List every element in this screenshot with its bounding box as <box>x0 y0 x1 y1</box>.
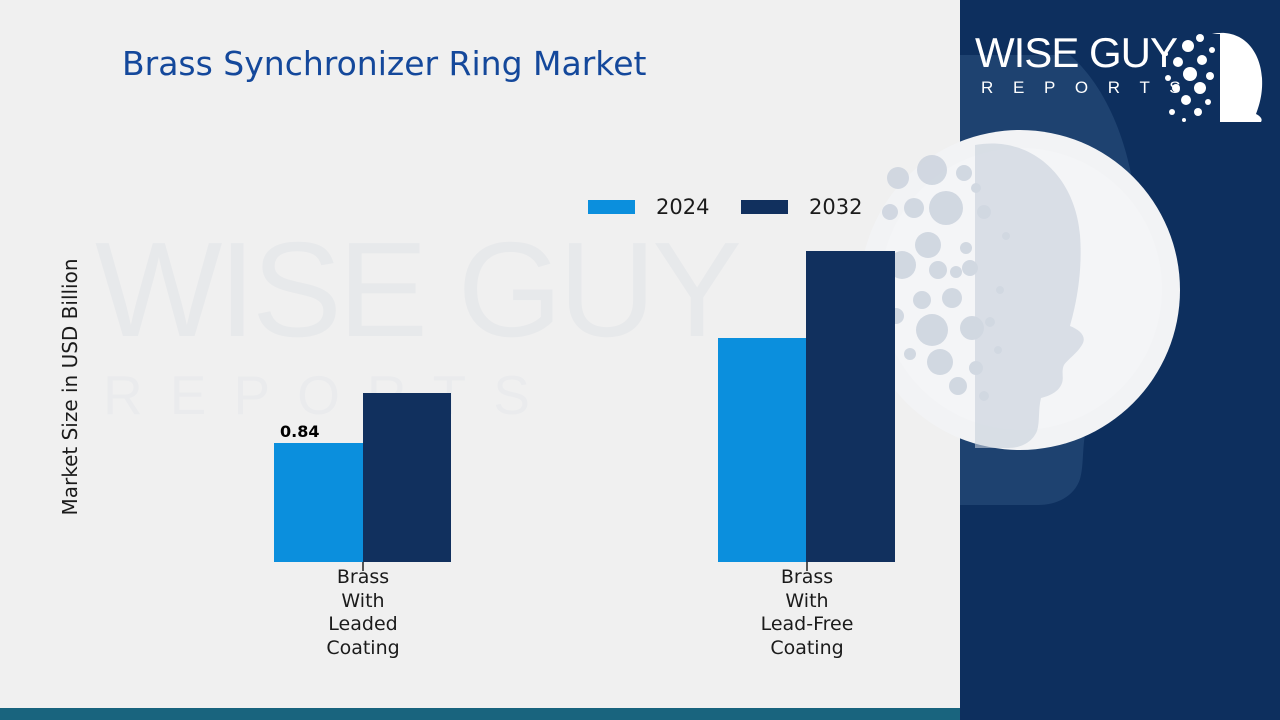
bar-2024-cat1[interactable] <box>718 338 806 562</box>
category-line: Lead-Free <box>760 613 854 635</box>
dotted-head-graphic <box>882 143 1084 448</box>
logo-secondary-text: R E P O R T S <box>981 78 1189 97</box>
bar-2024-cat0[interactable] <box>274 443 363 562</box>
bar-2032-cat0[interactable] <box>363 393 451 562</box>
logo-primary-text: WISE GUY <box>975 29 1178 76</box>
legend-swatch-2024 <box>588 200 635 214</box>
x-axis-category-label-cat0: Brass With Leaded Coating <box>253 566 473 660</box>
legend-item-2024[interactable]: 2024 <box>588 193 709 221</box>
legend-label-2032: 2032 <box>809 195 863 219</box>
bar-2032-cat1[interactable] <box>806 251 895 562</box>
category-line: With <box>341 589 385 612</box>
footer-accent-strip <box>0 708 960 720</box>
legend-item-2032[interactable]: 2032 <box>741 193 862 221</box>
logo-dots-head-icon <box>1164 32 1263 123</box>
x-axis-category-label-cat1: Brass With Lead-Free Coating <box>697 566 917 660</box>
legend-swatch-2032 <box>741 200 788 214</box>
bar-value-label-2024-cat0: 0.84 <box>280 422 320 441</box>
category-line: Coating <box>770 636 844 659</box>
page-title: Brass Synchronizer Ring Market <box>122 44 647 83</box>
wiseguy-logo: WISE GUY R E P O R T S <box>975 30 1265 125</box>
legend-label-2024: 2024 <box>656 195 710 219</box>
category-line: Coating <box>326 636 400 659</box>
bar-chart-plot: 0.84 Brass With Leaded Coating Brass Wit… <box>253 251 917 660</box>
category-line: Brass <box>780 566 834 588</box>
x-axis-tick-cat0 <box>362 562 364 571</box>
x-axis-tick-cat1 <box>806 562 808 571</box>
category-line: With <box>785 589 829 612</box>
category-line: Leaded <box>328 613 398 635</box>
category-line: Brass <box>336 566 390 588</box>
